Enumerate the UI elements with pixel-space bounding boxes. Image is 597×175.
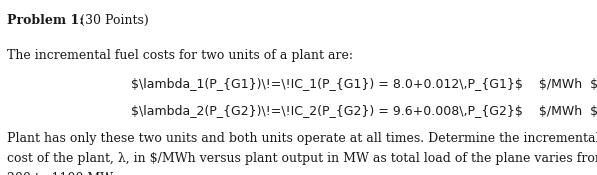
Text: Problem 1:: Problem 1:: [7, 14, 84, 27]
Text: Plant has only these two units and both units operate at all times. Determine th: Plant has only these two units and both …: [7, 132, 597, 145]
Text: $\lambda_2(P_{G2})\!=\!IC_2(P_{G2}) = 9.6+0.008\,P_{G2}$    $/MWh  $100 \leq P_{: $\lambda_2(P_{G2})\!=\!IC_2(P_{G2}) = 9.…: [131, 105, 597, 118]
Text: 200 to 1100 MW.: 200 to 1100 MW.: [7, 172, 115, 175]
Text: The incremental fuel costs for two units of a plant are:: The incremental fuel costs for two units…: [7, 49, 353, 62]
Text: cost of the plant, λ, in $/MWh versus plant output in MW as total load of the pl: cost of the plant, λ, in $/MWh versus pl…: [7, 152, 597, 165]
Text: $\lambda_1(P_{G1})\!=\!IC_1(P_{G1}) = 8.0+0.012\,P_{G1}$    $/MWh  $100 \leq P_{: $\lambda_1(P_{G1})\!=\!IC_1(P_{G1}) = 8.…: [131, 78, 597, 91]
Text: (30 Points): (30 Points): [76, 14, 149, 27]
